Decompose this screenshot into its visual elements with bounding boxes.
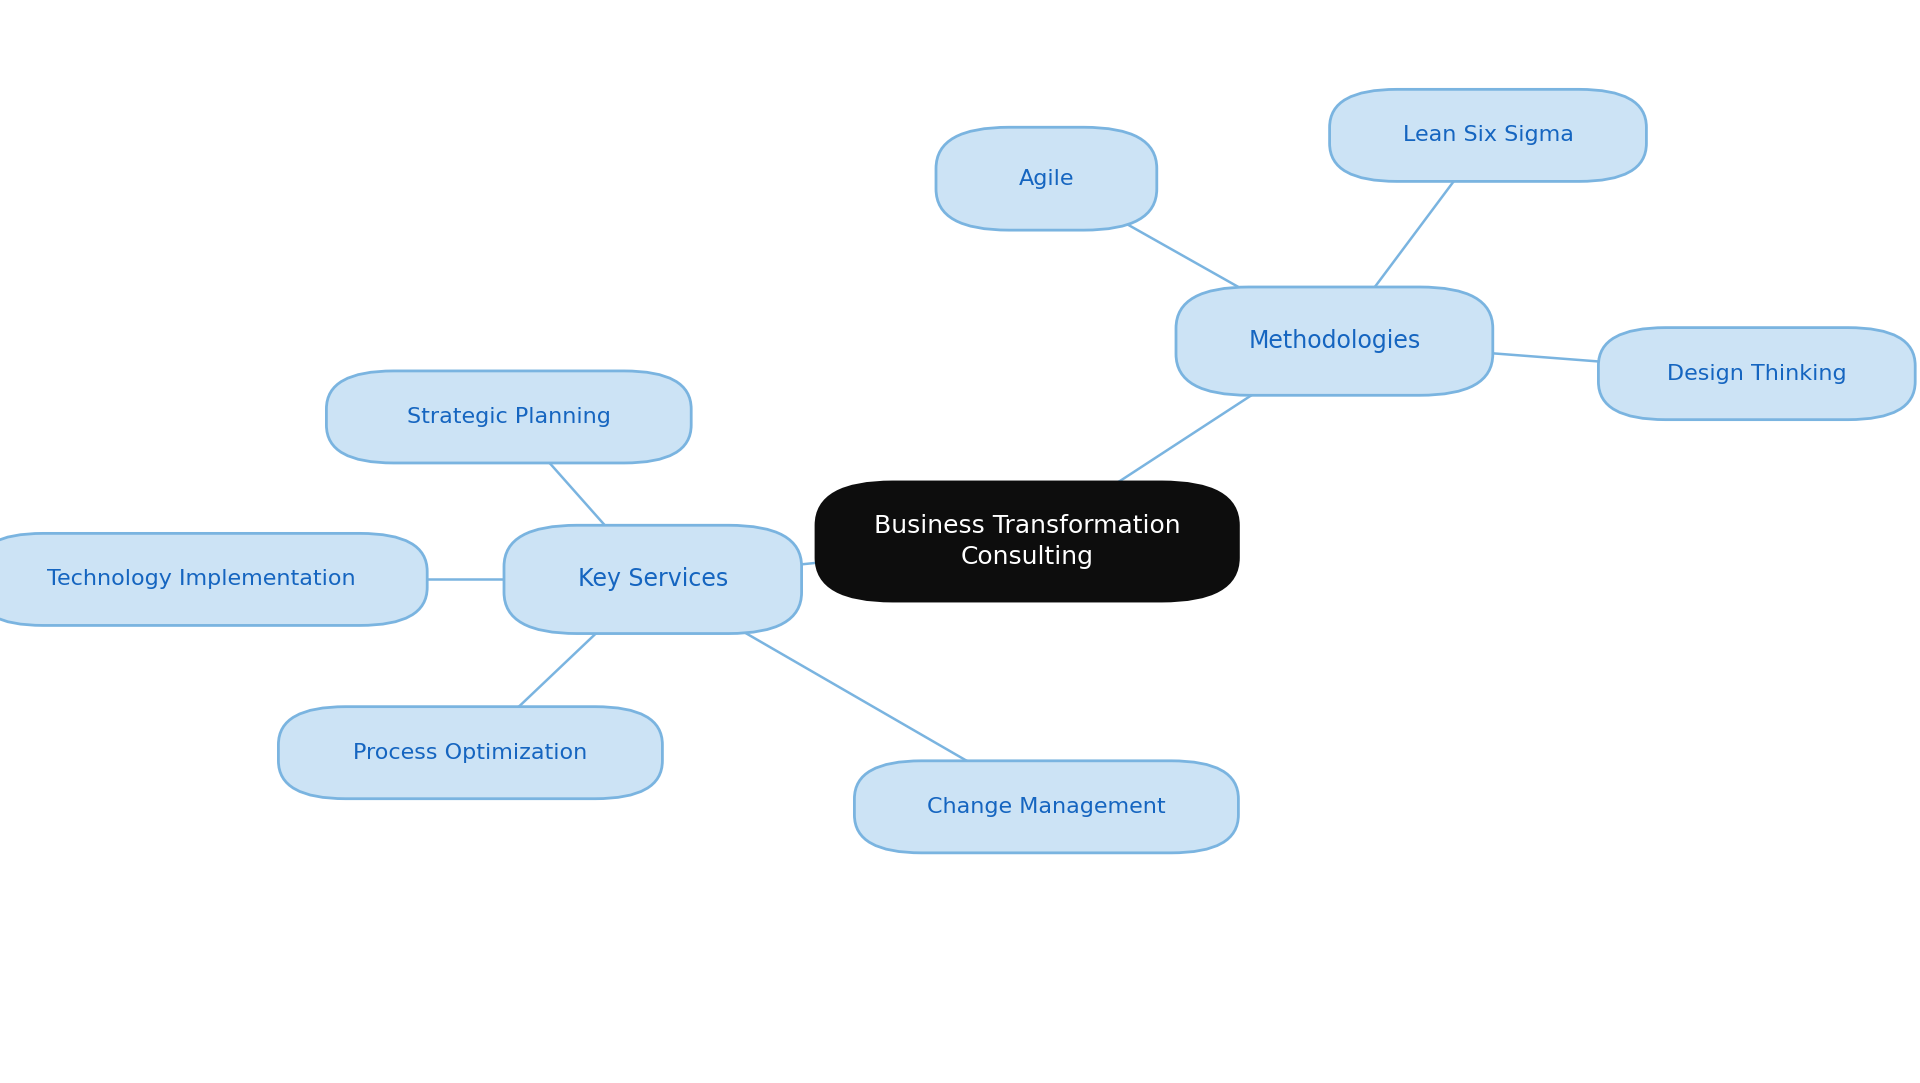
Text: Business Transformation
Consulting: Business Transformation Consulting — [874, 513, 1181, 570]
FancyBboxPatch shape — [326, 370, 691, 464]
FancyBboxPatch shape — [1597, 327, 1916, 419]
FancyBboxPatch shape — [816, 482, 1238, 601]
Text: Agile: Agile — [1020, 169, 1073, 188]
Text: Key Services: Key Services — [578, 567, 728, 591]
FancyBboxPatch shape — [937, 128, 1156, 231]
Text: Design Thinking: Design Thinking — [1667, 364, 1847, 383]
Text: Process Optimization: Process Optimization — [353, 743, 588, 762]
Text: Lean Six Sigma: Lean Six Sigma — [1404, 126, 1572, 145]
FancyBboxPatch shape — [503, 525, 801, 634]
Text: Methodologies: Methodologies — [1248, 329, 1421, 353]
Text: Technology Implementation: Technology Implementation — [48, 570, 355, 589]
FancyBboxPatch shape — [1175, 287, 1494, 395]
Text: Strategic Planning: Strategic Planning — [407, 407, 611, 427]
FancyBboxPatch shape — [854, 760, 1238, 853]
FancyBboxPatch shape — [1329, 90, 1647, 182]
FancyBboxPatch shape — [278, 706, 662, 799]
Text: Change Management: Change Management — [927, 797, 1165, 817]
FancyBboxPatch shape — [0, 533, 426, 625]
